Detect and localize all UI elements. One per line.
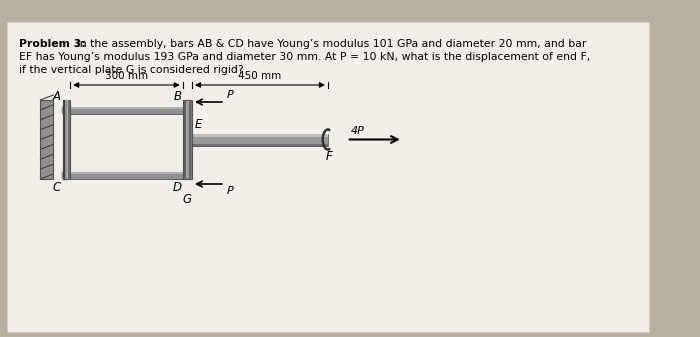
Text: E: E bbox=[195, 119, 202, 131]
Text: 300 mm: 300 mm bbox=[105, 71, 148, 81]
Text: C: C bbox=[52, 181, 61, 194]
Text: In the assembly, bars AB & CD have Young’s modulus 101 GPa and diameter 20 mm, a: In the assembly, bars AB & CD have Young… bbox=[73, 39, 587, 49]
Text: if the vertical plate G is considered rigid?: if the vertical plate G is considered ri… bbox=[19, 65, 244, 75]
Bar bbox=[69, 100, 70, 179]
Text: B: B bbox=[174, 90, 182, 103]
Polygon shape bbox=[62, 171, 64, 180]
Bar bbox=[63, 100, 64, 179]
Text: P: P bbox=[227, 186, 234, 196]
Text: 4P: 4P bbox=[351, 125, 364, 135]
Text: Problem 3:: Problem 3: bbox=[19, 39, 85, 49]
Text: EF has Young’s modulus 193 GPa and diameter 30 mm. At P = 10 kN, what is the dis: EF has Young’s modulus 193 GPa and diame… bbox=[19, 52, 590, 62]
Bar bbox=[63, 100, 70, 179]
Bar bbox=[189, 101, 191, 178]
Bar bbox=[192, 144, 328, 146]
Bar bbox=[183, 101, 186, 178]
Bar bbox=[70, 107, 183, 114]
Bar bbox=[64, 100, 67, 179]
Bar bbox=[192, 133, 328, 136]
Text: 450 mm: 450 mm bbox=[238, 71, 281, 81]
Bar bbox=[192, 133, 328, 146]
Bar bbox=[186, 101, 189, 178]
Bar bbox=[70, 172, 183, 179]
Polygon shape bbox=[62, 106, 64, 115]
Bar bbox=[183, 100, 192, 179]
Bar bbox=[70, 172, 183, 174]
Text: P: P bbox=[227, 90, 234, 100]
Bar bbox=[66, 100, 69, 179]
Bar bbox=[70, 107, 183, 109]
Text: F: F bbox=[326, 150, 332, 162]
Text: A: A bbox=[53, 90, 61, 103]
Bar bbox=[192, 145, 328, 147]
Text: G: G bbox=[183, 193, 192, 206]
Text: D: D bbox=[173, 181, 182, 194]
Bar bbox=[41, 100, 53, 179]
